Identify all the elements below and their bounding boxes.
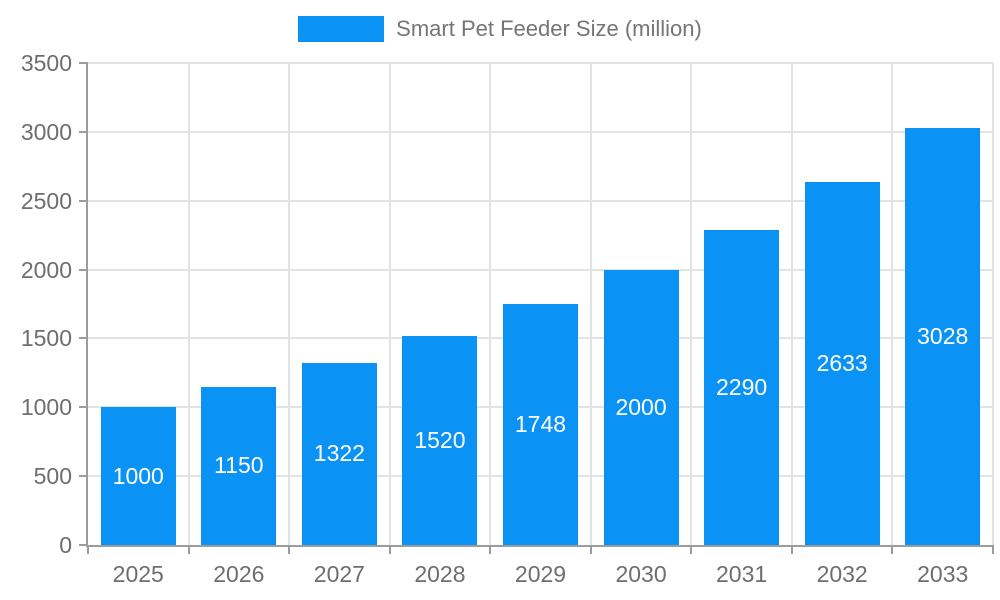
bar: 3028 (905, 128, 981, 545)
y-tick-label: 2500 (20, 187, 72, 214)
y-axis-tick (79, 544, 88, 546)
x-axis-tick (87, 545, 89, 554)
bar: 1520 (402, 335, 478, 545)
plot-area (86, 63, 993, 547)
gridline-vertical (388, 63, 391, 545)
x-tick-label: 2025 (112, 561, 164, 587)
bar: 2000 (603, 269, 679, 545)
gridline-vertical (187, 63, 190, 545)
bar-value-label: 3028 (917, 322, 969, 349)
y-axis-tick (79, 337, 88, 340)
x-axis-tick (992, 545, 994, 554)
gridline-vertical (690, 63, 693, 545)
gridline-horizontal (88, 62, 993, 64)
bar: 1150 (201, 386, 277, 545)
bar-value-label: 1150 (214, 452, 264, 479)
gridline-vertical (891, 63, 894, 545)
gridline-vertical (288, 63, 291, 545)
y-tick-label: 2000 (20, 256, 72, 283)
y-axis-tick (79, 406, 88, 409)
y-tick-label: 3500 (20, 50, 72, 76)
legend-swatch (298, 16, 385, 42)
gridline-vertical (790, 63, 793, 545)
x-tick-label: 2026 (213, 561, 265, 587)
gridline-horizontal (88, 199, 993, 202)
y-tick-label: 3000 (20, 118, 72, 145)
gridline-vertical (992, 63, 994, 545)
x-axis-tick (388, 545, 391, 554)
bar-value-label: 1322 (313, 440, 365, 467)
x-axis-tick (187, 545, 190, 554)
bar-value-label: 1520 (414, 426, 466, 453)
y-tick-label: 500 (33, 463, 72, 490)
legend-label: Smart Pet Feeder Size (million) (396, 16, 702, 41)
x-axis-tick (891, 545, 894, 554)
x-axis-tick (288, 545, 291, 554)
x-tick-label: 2032 (816, 561, 868, 587)
x-tick-label: 2029 (514, 561, 567, 587)
bar: 1322 (301, 362, 377, 545)
bar: 1000 (100, 407, 176, 545)
y-axis-tick (79, 199, 88, 202)
y-tick-label: 1000 (20, 394, 72, 421)
y-axis-tick (79, 268, 88, 271)
y-tick-label: 1500 (20, 325, 72, 352)
bar-value-label: 1000 (112, 462, 164, 489)
y-tick-label: 0 (59, 532, 72, 558)
x-axis-tick (790, 545, 793, 554)
x-tick-label: 2030 (615, 561, 667, 587)
x-tick-label: 2028 (414, 561, 466, 587)
x-tick-label: 2027 (313, 561, 365, 587)
x-axis-tick (489, 545, 492, 554)
x-tick-label: 2033 (917, 561, 969, 587)
bar-value-label: 2000 (615, 393, 667, 420)
bar-value-label: 2290 (716, 373, 768, 400)
legend: Smart Pet Feeder Size (million) (0, 16, 1000, 42)
bar-value-label: 2633 (816, 350, 868, 377)
y-axis-tick (79, 130, 88, 133)
y-axis-tick (79, 475, 88, 478)
x-tick-label: 2031 (716, 561, 768, 587)
bar: 1748 (503, 304, 578, 545)
bar: 2633 (804, 182, 880, 545)
gridline-vertical (489, 63, 492, 545)
bar-value-label: 1748 (514, 411, 567, 438)
y-axis-tick (79, 62, 88, 64)
gridline-vertical (589, 63, 592, 545)
gridline-horizontal (88, 130, 993, 133)
gridline-horizontal (88, 268, 993, 271)
x-axis-tick (690, 545, 693, 554)
bar: 2290 (704, 229, 780, 545)
x-axis-tick (589, 545, 592, 554)
